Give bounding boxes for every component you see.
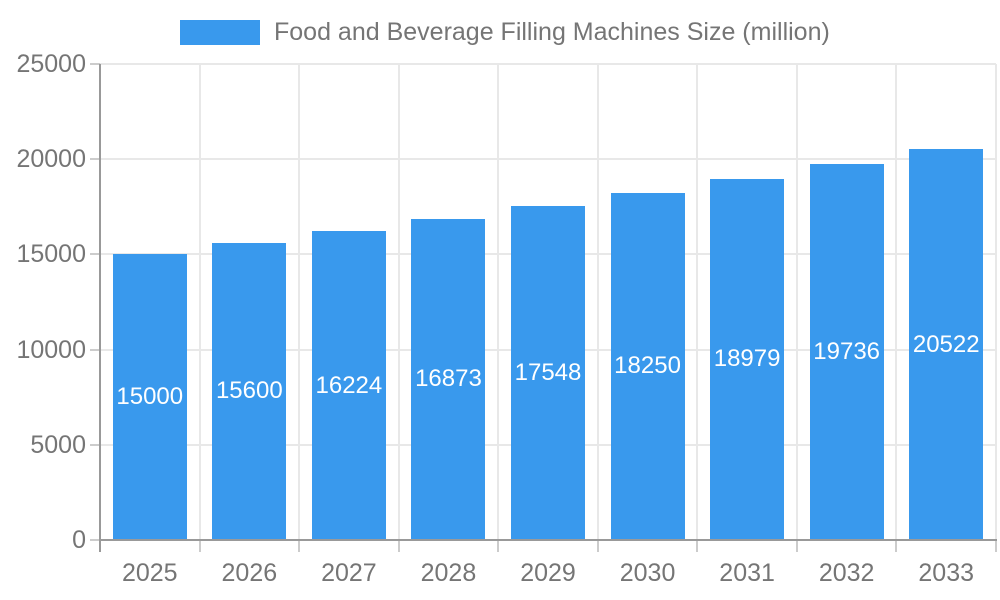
bar[interactable] [511,205,585,540]
x-axis-tick [895,540,898,552]
x-axis-tick [795,540,798,552]
gridline-vertical [895,64,898,540]
gridline-vertical [497,64,500,540]
y-axis-tick [90,63,100,65]
gridline-vertical [298,64,301,540]
y-axis-line [99,64,101,552]
x-axis-label: 2030 [619,559,676,587]
y-axis-label: 5000 [30,430,86,459]
gridline-horizontal [100,158,996,161]
gridline-vertical [696,64,699,540]
y-axis-tick [90,348,100,351]
gridline-vertical [596,64,599,540]
legend-item[interactable]: Food and Beverage Filling Machines Size … [180,18,830,46]
y-axis-label: 20000 [16,145,86,174]
x-axis-label: 2029 [520,559,576,587]
bar[interactable] [610,192,685,540]
bar[interactable] [411,218,486,540]
x-axis-label: 2027 [321,559,377,587]
y-axis-label: 25000 [16,50,86,78]
x-axis-tick [995,540,997,552]
bar[interactable] [112,254,187,540]
bar[interactable] [909,149,984,540]
x-axis-tick [596,540,599,552]
x-axis-tick [696,540,699,552]
legend-label: Food and Beverage Filling Machines Size … [274,17,830,46]
y-axis-tick [90,253,100,256]
x-axis-tick [397,540,400,552]
gridline-vertical [795,64,798,540]
x-axis-tick [198,540,201,552]
x-axis-label: 2026 [221,559,278,587]
x-axis-label: 2033 [918,559,975,587]
y-axis-label: 0 [72,526,86,554]
gridline-vertical [397,64,400,540]
x-axis-label: 2028 [420,559,477,587]
x-axis-label: 2031 [719,559,775,587]
bar[interactable] [212,242,287,540]
x-axis-tick [298,540,301,552]
x-axis-line [100,539,997,541]
x-axis-label: 2025 [121,559,178,587]
y-axis-tick [90,443,100,446]
y-axis-tick [90,539,100,541]
bar[interactable] [710,178,785,540]
bar[interactable] [311,231,386,540]
gridline-vertical [198,64,201,540]
legend-swatch-icon [180,19,260,45]
gridline-vertical [995,64,997,540]
bar[interactable] [809,164,884,540]
x-axis-tick [497,540,500,552]
y-axis-label: 15000 [16,240,86,269]
y-axis-tick [90,158,100,161]
y-axis-label: 10000 [16,335,86,364]
gridline-horizontal [100,63,996,65]
x-axis-label: 2032 [818,559,875,587]
